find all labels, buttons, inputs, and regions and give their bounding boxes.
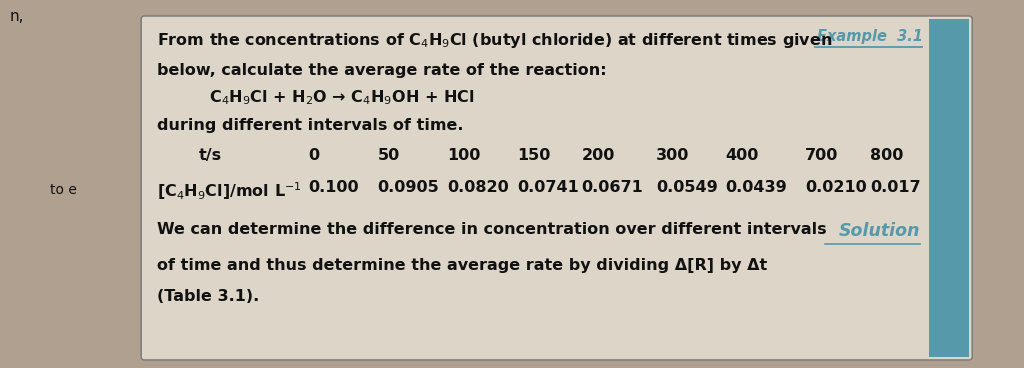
Text: t/s: t/s — [199, 148, 222, 163]
Text: during different intervals of time.: during different intervals of time. — [157, 118, 464, 133]
Text: 300: 300 — [656, 148, 689, 163]
Text: 150: 150 — [517, 148, 550, 163]
Text: (Table 3.1).: (Table 3.1). — [157, 289, 259, 304]
Text: 0.0671: 0.0671 — [582, 180, 643, 195]
Text: 800: 800 — [869, 148, 903, 163]
Text: We can determine the difference in concentration over different intervals: We can determine the difference in conce… — [157, 222, 826, 237]
Text: 50: 50 — [378, 148, 400, 163]
Text: 0.0905: 0.0905 — [378, 180, 439, 195]
Text: n,: n, — [10, 9, 25, 24]
Text: 0.100: 0.100 — [308, 180, 358, 195]
Text: 0.0439: 0.0439 — [726, 180, 787, 195]
Text: 200: 200 — [582, 148, 614, 163]
Bar — [930, 19, 969, 357]
Text: 0.0549: 0.0549 — [656, 180, 718, 195]
Text: 0.0820: 0.0820 — [447, 180, 509, 195]
Text: 0: 0 — [308, 148, 319, 163]
Text: 0.0210: 0.0210 — [805, 180, 867, 195]
Text: Solution: Solution — [839, 222, 921, 240]
Text: 100: 100 — [447, 148, 480, 163]
FancyBboxPatch shape — [141, 16, 972, 360]
Text: Example  3.1: Example 3.1 — [816, 29, 923, 44]
Text: below, calculate the average rate of the reaction:: below, calculate the average rate of the… — [157, 63, 606, 78]
Text: From the concentrations of C$_4$H$_9$Cl (butyl chloride) at different times give: From the concentrations of C$_4$H$_9$Cl … — [157, 31, 833, 50]
Text: [C$_4$H$_9$Cl]/mol L$^{-1}$: [C$_4$H$_9$Cl]/mol L$^{-1}$ — [157, 180, 302, 202]
Text: 0.0741: 0.0741 — [517, 180, 579, 195]
Text: 400: 400 — [726, 148, 759, 163]
Text: to e: to e — [50, 183, 77, 197]
Text: of time and thus determine the average rate by dividing Δ[R] by Δt: of time and thus determine the average r… — [157, 258, 767, 273]
Text: C$_4$H$_9$Cl + H$_2$O → C$_4$H$_9$OH + HCl: C$_4$H$_9$Cl + H$_2$O → C$_4$H$_9$OH + H… — [187, 89, 474, 107]
Text: 700: 700 — [805, 148, 839, 163]
Text: 0.017: 0.017 — [869, 180, 921, 195]
